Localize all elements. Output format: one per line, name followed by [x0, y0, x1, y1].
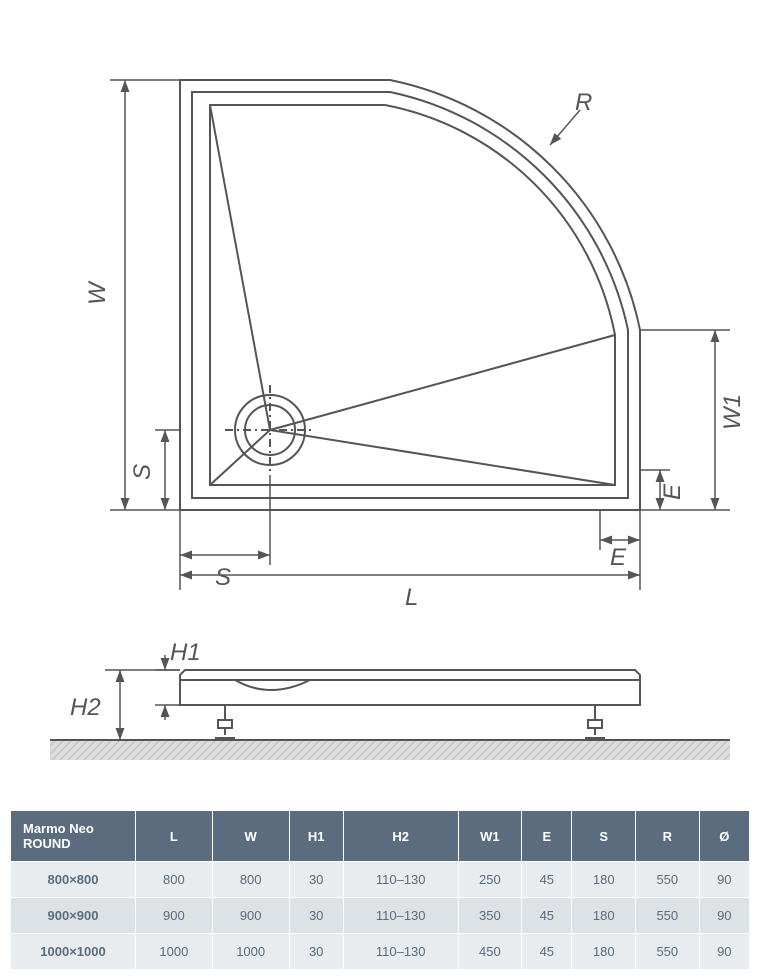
label-W: W: [84, 280, 111, 305]
col-H2: H2: [343, 811, 458, 862]
col-R: R: [636, 811, 700, 862]
table-header-row: Marmo Neo ROUND L W H1 H2 W1 E S R Ø: [11, 811, 750, 862]
dimensions-table: Marmo Neo ROUND L W H1 H2 W1 E S R Ø 800…: [10, 810, 750, 970]
label-E-right: E: [659, 483, 686, 500]
table-row: 900×900 900 900 30 110–130 350 45 180 55…: [11, 898, 750, 934]
col-W: W: [212, 811, 289, 862]
label-S-bottom: S: [215, 564, 231, 591]
label-W1: W1: [719, 394, 746, 430]
label-H1: H1: [170, 639, 201, 666]
label-S-left: S: [129, 464, 156, 480]
label-H2: H2: [70, 694, 101, 721]
label-L: L: [405, 584, 418, 610]
table-row: 1000×1000 1000 1000 30 110–130 450 45 18…: [11, 934, 750, 970]
side-view-diagram: H1 H2: [10, 610, 750, 790]
col-model: Marmo Neo ROUND: [11, 811, 136, 862]
col-L: L: [136, 811, 213, 862]
label-E-bottom: E: [610, 544, 627, 571]
table-row: 800×800 800 800 30 110–130 250 45 180 55…: [11, 862, 750, 898]
top-view-diagram: W L R W1 E E S S: [10, 10, 750, 610]
col-H1: H1: [289, 811, 343, 862]
ground-surface: [50, 740, 730, 760]
col-diameter: Ø: [699, 811, 749, 862]
label-R: R: [575, 89, 592, 116]
col-S: S: [572, 811, 636, 862]
col-E: E: [522, 811, 572, 862]
technical-drawing: W L R W1 E E S S: [0, 0, 760, 800]
col-W1: W1: [458, 811, 522, 862]
